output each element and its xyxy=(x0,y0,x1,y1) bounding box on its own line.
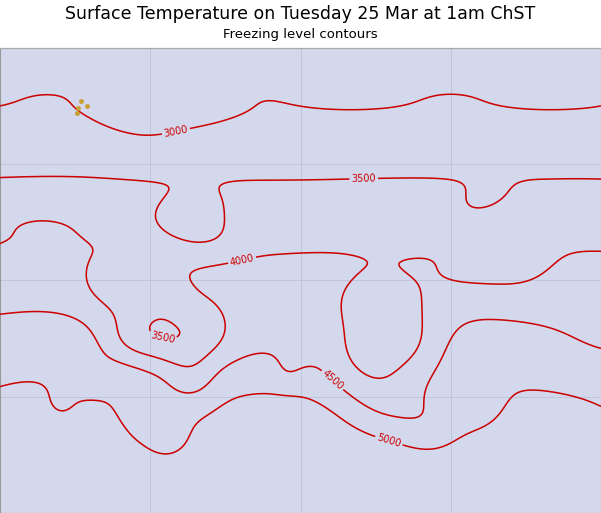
Text: 3500: 3500 xyxy=(150,330,175,345)
Text: 4500: 4500 xyxy=(320,368,345,392)
Text: 3000: 3000 xyxy=(163,124,189,139)
Text: 5000: 5000 xyxy=(376,432,402,449)
Text: Freezing level contours: Freezing level contours xyxy=(223,28,378,41)
Text: 4000: 4000 xyxy=(229,253,255,268)
Text: 3500: 3500 xyxy=(352,173,376,184)
Text: Surface Temperature on Tuesday 25 Mar at 1am ChST: Surface Temperature on Tuesday 25 Mar at… xyxy=(66,5,535,23)
